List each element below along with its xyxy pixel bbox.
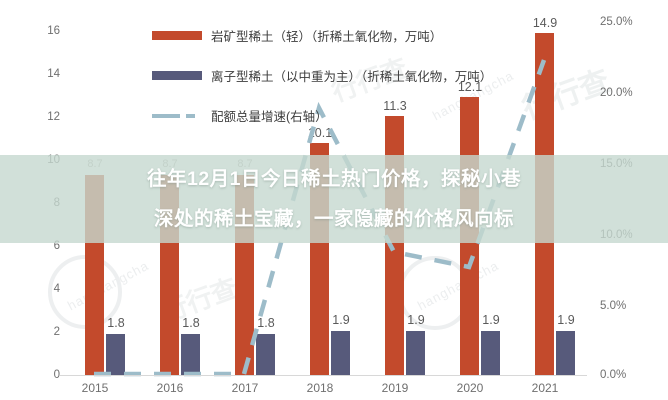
headline-line-2: 深处的稀土宝藏，一家隐藏的价格风向标 bbox=[153, 208, 514, 230]
y-tick-left: 4 bbox=[53, 283, 60, 295]
legend-item-quota-growth[interactable]: 配额总量增速(右轴） bbox=[152, 102, 492, 129]
bar-value-label: 1.8 bbox=[182, 316, 200, 330]
legend-swatch-icon bbox=[152, 71, 202, 80]
y-tick-right: 0.0% bbox=[600, 369, 627, 381]
y-tick-right: 20.0% bbox=[600, 87, 633, 99]
bar-value-label: 1.8 bbox=[107, 316, 125, 330]
bar-value-label: 1.8 bbox=[257, 316, 275, 330]
bar-blue[interactable] bbox=[181, 334, 200, 375]
bar-blue[interactable] bbox=[406, 331, 425, 375]
bar-value-label: 1.9 bbox=[407, 313, 425, 327]
bar-value-label: 1.9 bbox=[482, 313, 500, 327]
bar-blue[interactable] bbox=[106, 334, 125, 375]
y-tick-right: 25.0% bbox=[600, 16, 633, 28]
bar-blue[interactable] bbox=[331, 331, 350, 375]
legend-swatch-icon bbox=[152, 31, 202, 40]
x-tick-label: 2017 bbox=[231, 381, 259, 395]
x-tick-label: 2015 bbox=[81, 381, 109, 395]
legend-label: 配额总量增速(右轴） bbox=[211, 110, 328, 124]
x-tick-label: 2021 bbox=[531, 381, 559, 395]
legend-label: 岩矿型稀土（轻）（折稀土氧化物，万吨） bbox=[211, 30, 443, 44]
legend-dashed-line-icon bbox=[152, 113, 195, 118]
bar-blue[interactable] bbox=[556, 331, 575, 375]
y-tick-left: 2 bbox=[53, 326, 60, 338]
y-tick-left: 0 bbox=[53, 369, 60, 381]
bar-value-label: 1.9 bbox=[557, 313, 575, 327]
y-tick-right: 5.0% bbox=[600, 300, 627, 312]
y-tick-left: 12 bbox=[47, 111, 60, 123]
y-tick-left: 16 bbox=[47, 25, 60, 37]
headline-text: 往年12月1日今日稀土热门价格，探秘小巷 深处的稀土宝藏，一家隐藏的价格风向标 bbox=[0, 158, 668, 240]
headline-overlay-band bbox=[0, 155, 668, 243]
legend-item-ion-type[interactable]: 离子型稀土（以中重为主）（折稀土氧化物，万吨） bbox=[152, 62, 492, 89]
y-tick-left: 14 bbox=[47, 68, 60, 80]
bar-blue[interactable] bbox=[481, 331, 500, 375]
chart-legend: 岩矿型稀土（轻）（折稀土氧化物，万吨） 离子型稀土（以中重为主）（折稀土氧化物，… bbox=[152, 22, 492, 142]
y-tick-left: 6 bbox=[53, 240, 60, 252]
bar-value-label: 14.9 bbox=[532, 16, 558, 30]
x-tick-label: 2019 bbox=[381, 381, 409, 395]
x-axis-line bbox=[60, 375, 587, 376]
legend-label: 离子型稀土（以中重为主）（折稀土氧化物，万吨） bbox=[211, 70, 493, 84]
headline-line-1: 往年12月1日今日稀土热门价格，探秘小巷 bbox=[146, 168, 522, 190]
x-tick-label: 2016 bbox=[156, 381, 184, 395]
bar-blue[interactable] bbox=[256, 334, 275, 375]
x-tick-label: 2020 bbox=[456, 381, 484, 395]
x-tick-label: 2018 bbox=[306, 381, 334, 395]
legend-item-rock-type[interactable]: 岩矿型稀土（轻）（折稀土氧化物，万吨） bbox=[152, 22, 492, 49]
bar-value-label: 1.9 bbox=[332, 313, 350, 327]
